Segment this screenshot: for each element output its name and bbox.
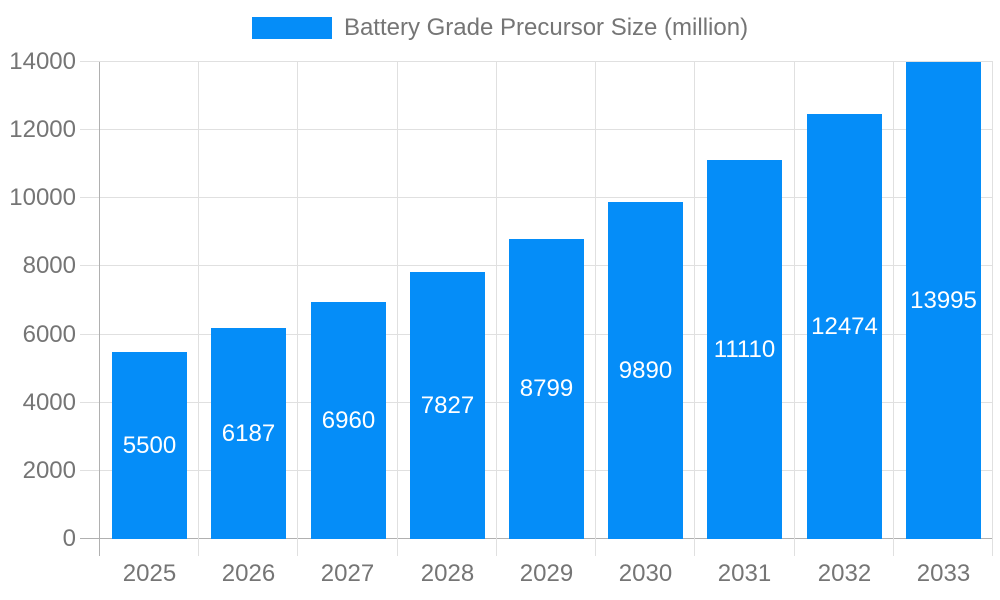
v-gridline	[198, 62, 199, 556]
bar-value-label: 9890	[618, 356, 673, 384]
y-tick-label: 6000	[22, 321, 76, 348]
bar[interactable]: 8799	[509, 239, 584, 539]
bar-value-label: 6960	[321, 406, 376, 434]
x-tick-label: 2032	[817, 560, 872, 587]
bar[interactable]: 7827	[410, 272, 485, 539]
v-gridline	[893, 62, 894, 556]
x-tick-label: 2030	[618, 560, 673, 587]
bar-value-label: 13995	[910, 286, 977, 314]
y-tick-label: 2000	[22, 457, 76, 484]
v-gridline	[794, 62, 795, 556]
x-tick-label: 2027	[320, 560, 375, 587]
y-tick-label: 14000	[9, 48, 76, 75]
chart-legend: Battery Grade Precursor Size (million)	[0, 14, 1000, 42]
h-gridline	[80, 61, 993, 62]
bar-value-label: 11110	[713, 335, 776, 363]
v-gridline	[694, 62, 695, 556]
y-tick-label: 8000	[22, 252, 76, 279]
bar-value-label: 8799	[519, 375, 574, 402]
v-gridline	[992, 62, 993, 556]
x-tick-label: 2026	[221, 560, 276, 587]
v-gridline	[297, 62, 298, 556]
h-gridline	[80, 129, 993, 130]
bar-value-label: 5500	[122, 431, 177, 459]
v-gridline	[496, 62, 497, 556]
x-tick-label: 2025	[122, 560, 177, 587]
x-tick-label: 2033	[916, 560, 971, 587]
bar[interactable]: 6187	[211, 328, 286, 539]
h-gridline	[80, 197, 993, 198]
legend-swatch	[251, 17, 332, 39]
bar[interactable]: 13995	[906, 62, 981, 539]
v-gridline	[397, 62, 398, 556]
v-gridline	[595, 62, 596, 556]
bar[interactable]: 5500	[112, 352, 187, 539]
x-tick-label: 2028	[420, 560, 475, 587]
bar[interactable]: 6960	[311, 302, 386, 539]
bar-value-label: 12474	[811, 312, 878, 340]
y-tick-label: 0	[62, 525, 76, 552]
y-tick-label: 12000	[9, 116, 76, 143]
x-tick-label: 2031	[717, 560, 772, 587]
legend-label: Battery Grade Precursor Size (million)	[343, 14, 749, 41]
bar[interactable]: 9890	[608, 202, 683, 539]
bar-value-label: 7827	[420, 391, 475, 419]
x-tick-label: 2029	[519, 560, 574, 587]
y-axis-line	[99, 62, 100, 556]
y-tick-label: 4000	[22, 389, 76, 416]
y-tick-label: 10000	[9, 184, 76, 211]
bar[interactable]: 12474	[807, 114, 882, 539]
bar[interactable]: 11110	[707, 160, 782, 539]
bar-value-label: 6187	[221, 419, 276, 447]
